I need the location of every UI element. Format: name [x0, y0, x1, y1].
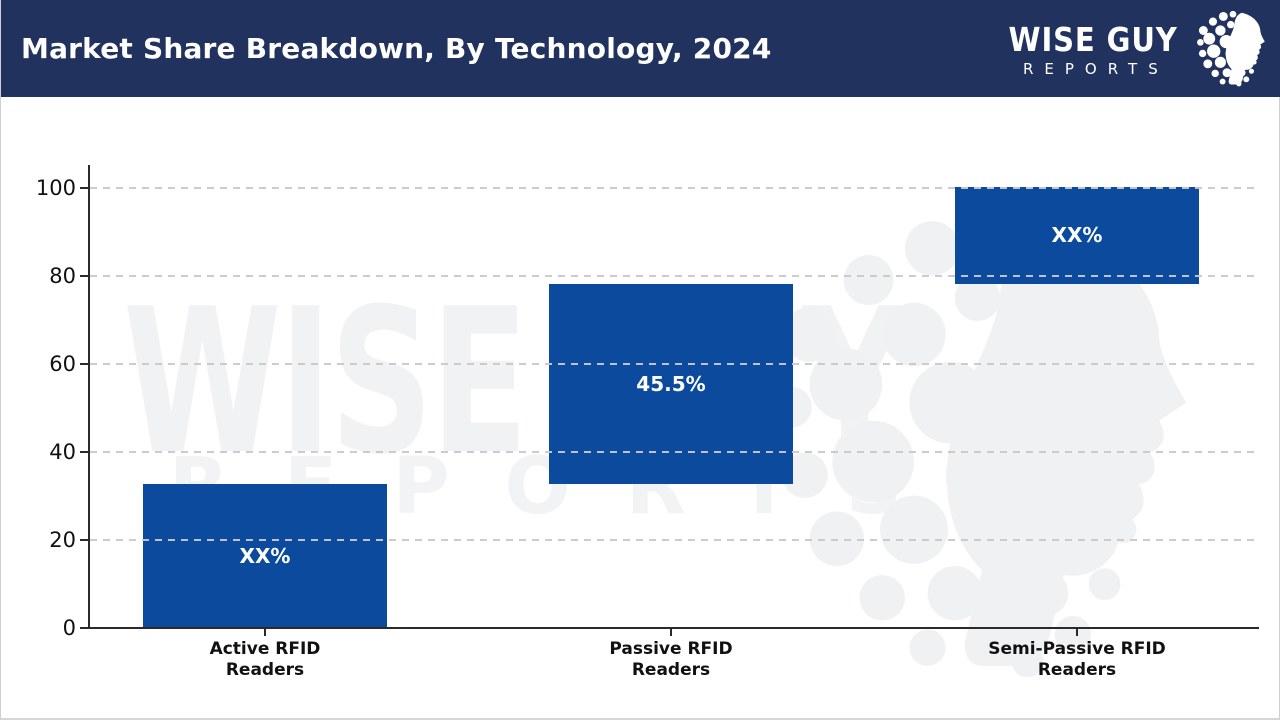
y-tick-label: 0 [62, 616, 76, 640]
x-category-label-line: Readers [631, 660, 711, 680]
y-tick-label: 60 [49, 352, 76, 376]
y-tick-label: 80 [49, 264, 76, 288]
bar-segment [143, 484, 387, 627]
y-tick-mark [80, 627, 88, 629]
y-tick-mark [80, 275, 88, 277]
gridline [90, 187, 1259, 189]
y-tick-label: 40 [49, 440, 76, 464]
x-category-label-line: Readers [225, 660, 305, 680]
y-axis-line [88, 165, 90, 629]
y-tick-mark [80, 451, 88, 453]
x-category-label: Semi-Passive RFID Readers [927, 639, 1227, 681]
x-axis-line [88, 627, 1259, 629]
page-title: Market Share Breakdown, By Technology, 2… [21, 32, 772, 65]
bar-value-label: XX% [1051, 223, 1103, 248]
x-tick-mark [264, 629, 266, 636]
logo-wordmark-block: WISE GUY REPORTS [997, 20, 1189, 78]
x-category-label-line: Readers [1037, 660, 1117, 680]
x-category-label-line: Active RFID [209, 639, 321, 659]
y-tick-mark [80, 363, 88, 365]
y-tick-mark [80, 539, 88, 541]
bar-value-label: 45.5% [636, 371, 706, 396]
gridline [90, 539, 1259, 541]
y-tick-label: 100 [35, 176, 76, 200]
logo-subtext: REPORTS [1022, 59, 1169, 78]
y-tick-mark [80, 187, 88, 189]
logo-head-icon [1197, 10, 1265, 86]
brand-logo: WISE GUY REPORTS [997, 9, 1267, 89]
y-tick-label: 20 [49, 528, 76, 552]
gridline [90, 451, 1259, 453]
x-category-label: Active RFID Readers [115, 639, 415, 681]
x-category-label-line: Passive RFID [609, 639, 733, 659]
bar-segment [549, 283, 793, 484]
gridline [90, 363, 1259, 365]
logo-wordmark: WISE GUY [1008, 19, 1178, 59]
header-bar: Market Share Breakdown, By Technology, 2… [1, 0, 1280, 97]
bar-value-label: XX% [239, 543, 291, 568]
gridline [90, 275, 1259, 277]
x-category-label-line: Semi-Passive RFID [988, 639, 1166, 659]
x-tick-mark [670, 629, 672, 636]
x-tick-mark [1076, 629, 1078, 636]
x-category-label: Passive RFID Readers [521, 639, 821, 681]
